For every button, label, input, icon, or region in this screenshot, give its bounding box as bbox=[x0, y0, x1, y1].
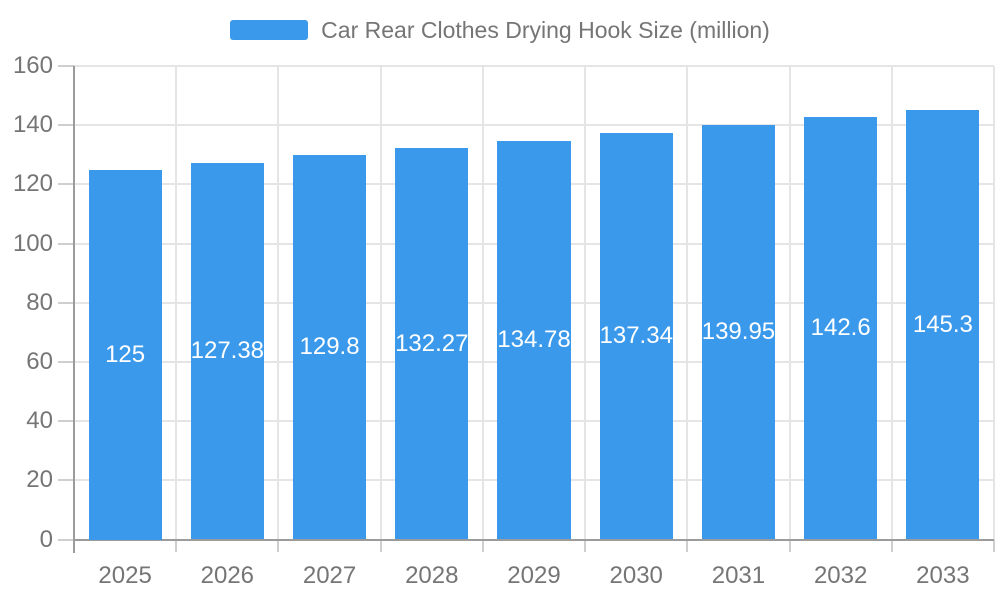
legend-swatch-icon bbox=[230, 20, 309, 40]
bar-value-label: 129.8 bbox=[299, 333, 360, 361]
bar-2027[interactable] bbox=[293, 155, 367, 540]
x-axis-label: 2026 bbox=[200, 561, 255, 589]
bar-value-label: 134.78 bbox=[497, 326, 571, 354]
y-axis-label: 60 bbox=[26, 347, 53, 375]
bar-2031[interactable] bbox=[701, 125, 775, 540]
y-axis-tick bbox=[58, 420, 74, 423]
y-axis-label: 100 bbox=[12, 229, 53, 257]
y-axis-label: 0 bbox=[39, 525, 53, 553]
bar-value-label: 127.38 bbox=[190, 337, 265, 365]
v-gridline bbox=[277, 66, 280, 540]
bar-2030[interactable] bbox=[599, 133, 673, 540]
bar-2032[interactable] bbox=[804, 117, 878, 540]
y-axis-label: 140 bbox=[12, 111, 53, 139]
y-axis-tick bbox=[58, 301, 74, 304]
y-axis-tick bbox=[58, 538, 74, 541]
bar-value-label: 139.95 bbox=[701, 318, 776, 346]
x-axis-tick bbox=[890, 539, 893, 552]
y-axis-line bbox=[73, 66, 75, 553]
y-axis-label: 20 bbox=[26, 466, 53, 494]
bar-2033[interactable] bbox=[906, 109, 980, 540]
x-axis-label: 2033 bbox=[916, 561, 970, 589]
bar-2029[interactable] bbox=[497, 140, 571, 540]
x-axis-tick bbox=[584, 539, 587, 552]
v-gridline bbox=[686, 66, 689, 540]
x-axis-label: 2029 bbox=[507, 561, 561, 589]
legend-label: Car Rear Clothes Drying Hook Size (milli… bbox=[321, 16, 770, 43]
bar-2026[interactable] bbox=[190, 162, 264, 540]
v-gridline bbox=[481, 66, 484, 540]
bar-2025[interactable] bbox=[88, 169, 162, 540]
v-gridline bbox=[379, 66, 382, 540]
y-axis-tick bbox=[58, 65, 74, 67]
x-axis-label: 2025 bbox=[98, 561, 152, 589]
h-gridline bbox=[74, 65, 994, 67]
h-gridline bbox=[74, 124, 994, 127]
x-axis-label: 2032 bbox=[813, 561, 868, 589]
bar-value-label: 125 bbox=[105, 340, 146, 368]
y-axis-label: 40 bbox=[26, 407, 53, 435]
x-axis-label: 2028 bbox=[405, 561, 459, 589]
bar-value-label: 145.3 bbox=[912, 310, 973, 338]
x-axis-tick bbox=[788, 539, 791, 552]
y-axis-tick bbox=[58, 242, 74, 245]
y-axis-tick bbox=[58, 360, 74, 363]
y-axis-tick bbox=[58, 124, 74, 127]
x-axis-tick bbox=[481, 539, 484, 552]
x-axis-tick bbox=[277, 539, 280, 552]
x-axis-tick bbox=[175, 539, 178, 552]
v-gridline bbox=[584, 66, 587, 540]
y-axis-tick bbox=[58, 479, 74, 482]
x-axis-label: 2030 bbox=[609, 561, 663, 589]
v-gridline bbox=[890, 66, 893, 540]
x-axis-label: 2027 bbox=[302, 561, 357, 589]
bar-value-label: 142.6 bbox=[810, 314, 871, 342]
y-axis-tick bbox=[58, 183, 74, 186]
bar-value-label: 132.27 bbox=[395, 329, 469, 357]
legend[interactable]: Car Rear Clothes Drying Hook Size (milli… bbox=[0, 16, 1000, 44]
bar-value-label: 137.34 bbox=[599, 322, 673, 350]
v-gridline bbox=[993, 66, 995, 540]
y-axis-label: 80 bbox=[26, 288, 53, 316]
x-axis-label: 2031 bbox=[711, 561, 766, 589]
x-axis-tick bbox=[686, 539, 689, 552]
bar-2028[interactable] bbox=[395, 148, 469, 540]
y-axis-label: 160 bbox=[12, 52, 53, 79]
x-axis-line bbox=[74, 538, 994, 541]
x-axis-tick bbox=[993, 539, 995, 552]
v-gridline bbox=[788, 66, 791, 540]
v-gridline bbox=[175, 66, 178, 540]
x-axis-tick bbox=[379, 539, 382, 552]
y-axis-label: 120 bbox=[12, 170, 53, 198]
